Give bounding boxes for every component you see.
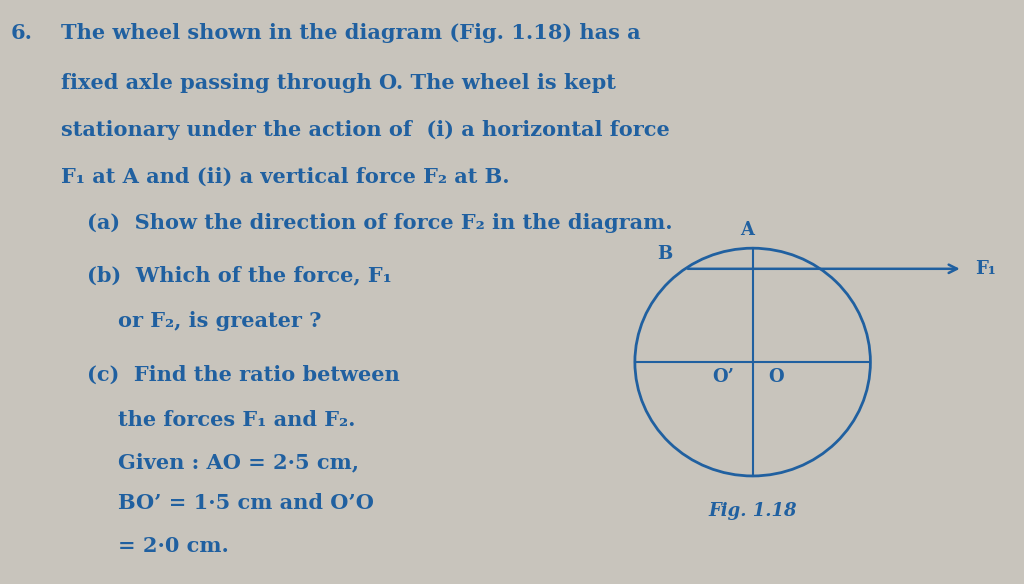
Text: BO’ = 1·5 cm and O’O: BO’ = 1·5 cm and O’O bbox=[118, 493, 374, 513]
Text: Given : AO = 2·5 cm,: Given : AO = 2·5 cm, bbox=[118, 453, 358, 472]
Text: The wheel shown in the diagram (Fig. 1.18) has a: The wheel shown in the diagram (Fig. 1.1… bbox=[61, 23, 641, 43]
Text: (c)  Find the ratio between: (c) Find the ratio between bbox=[87, 365, 399, 385]
Text: F₁: F₁ bbox=[975, 260, 995, 278]
Text: fixed axle passing through O. The wheel is kept: fixed axle passing through O. The wheel … bbox=[61, 73, 616, 93]
Text: = 2·0 cm.: = 2·0 cm. bbox=[118, 536, 228, 556]
Text: (b)  Which of the force, F₁: (b) Which of the force, F₁ bbox=[87, 266, 392, 286]
Text: (a)  Show the direction of force F₂ in the diagram.: (a) Show the direction of force F₂ in th… bbox=[87, 213, 673, 233]
Text: Fig. 1.18: Fig. 1.18 bbox=[709, 502, 797, 520]
Text: O: O bbox=[768, 368, 783, 386]
Text: or F₂, is greater ?: or F₂, is greater ? bbox=[118, 311, 322, 331]
Text: F₁ at A and (ii) a vertical force F₂ at B.: F₁ at A and (ii) a vertical force F₂ at … bbox=[61, 166, 510, 186]
Text: 6.: 6. bbox=[10, 23, 32, 43]
Text: stationary under the action of  (i) a horizontal force: stationary under the action of (i) a hor… bbox=[61, 120, 670, 140]
Text: B: B bbox=[657, 245, 673, 263]
Text: O’: O’ bbox=[713, 368, 734, 386]
Text: the forces F₁ and F₂.: the forces F₁ and F₂. bbox=[118, 410, 355, 430]
Text: A: A bbox=[740, 221, 755, 239]
